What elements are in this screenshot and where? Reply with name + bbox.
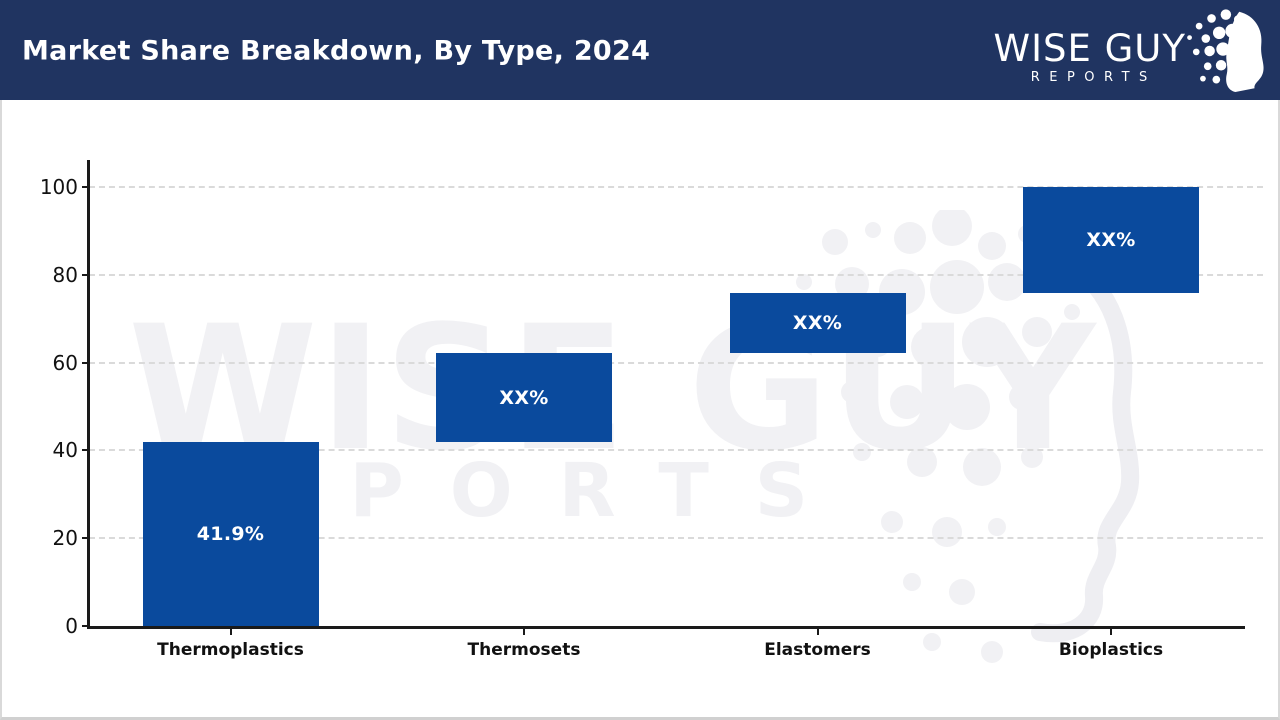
x-tick-label-thermosets: Thermosets — [467, 640, 581, 660]
gridline-40 — [89, 449, 1263, 452]
bar-value-label: 41.9% — [196, 523, 265, 546]
logo-face-icon — [1187, 9, 1264, 93]
y-tick-80 — [82, 273, 89, 276]
bar-bioplastics: XX% — [1023, 187, 1199, 294]
y-tick-0 — [82, 625, 89, 627]
bar-value-label: XX% — [1086, 229, 1136, 252]
gridline-100 — [89, 186, 1263, 188]
y-tick-label-80: 80 — [52, 262, 78, 287]
x-axis-spine — [87, 626, 1245, 629]
x-tick-thermoplastics — [229, 628, 232, 635]
y-tick-label-0: 0 — [65, 614, 78, 638]
y-tick-label-60: 60 — [52, 350, 78, 375]
x-tick-label-thermoplastics: Thermoplastics — [157, 640, 304, 660]
y-tick-100 — [82, 186, 89, 188]
gridline-60 — [89, 361, 1263, 364]
y-tick-label-40: 40 — [52, 438, 78, 463]
bar-value-label: XX% — [499, 386, 549, 409]
logo-text: WISE GUY REPORTS — [994, 30, 1186, 85]
bar-thermosets: XX% — [436, 353, 612, 443]
logo-subtitle: REPORTS — [1030, 69, 1157, 85]
x-tick-elastomers — [816, 628, 819, 635]
y-axis-spine — [87, 160, 90, 628]
gridline-80 — [89, 273, 1263, 276]
bar-thermoplastics: 41.9% — [142, 442, 319, 626]
wiseguy-logo: WISE GUY REPORTS — [994, 6, 1266, 94]
bar-elastomers: XX% — [729, 293, 906, 354]
header-bar: Market Share Breakdown, By Type, 2024 WI… — [0, 0, 1280, 100]
x-tick-label-bioplastics: Bioplastics — [1058, 640, 1164, 660]
x-tick-label-elastomers: Elastomers — [764, 640, 871, 660]
gridline-20 — [89, 537, 1263, 540]
page-title: Market Share Breakdown, By Type, 2024 — [22, 35, 651, 67]
logo-wordmark: WISE GUY — [993, 26, 1186, 70]
y-tick-40 — [82, 449, 89, 452]
y-tick-label-100: 100 — [39, 175, 78, 199]
waterfall-chart: WISE GUY REPORTS 0 20 40 60 80 100 41.9% Thermo… — [0, 100, 1280, 720]
y-tick-20 — [82, 537, 89, 540]
x-tick-thermosets — [523, 628, 525, 635]
y-tick-60 — [82, 361, 89, 364]
y-tick-label-20: 20 — [52, 526, 78, 551]
bar-value-label: XX% — [792, 312, 843, 335]
x-tick-bioplastics — [1110, 628, 1112, 635]
watermark-face-icon — [796, 210, 1140, 663]
